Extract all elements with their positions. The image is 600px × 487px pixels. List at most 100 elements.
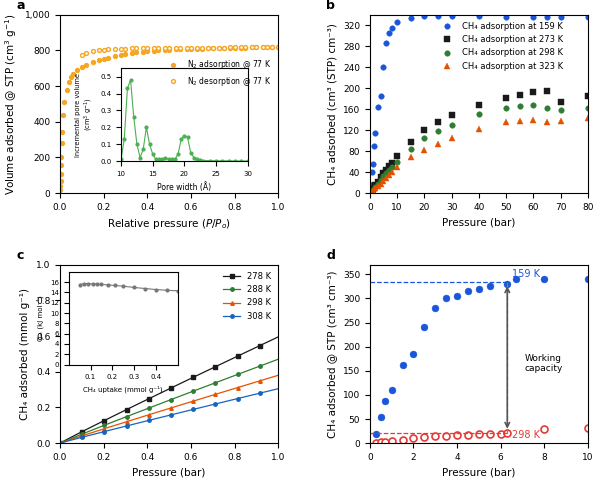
N$_2$ desorption @ 77 K <box>155 45 162 51</box>
N$_2$ desorption @ 77 K <box>205 45 212 51</box>
CH₄ adsorption at 323 K <box>374 184 382 189</box>
Line: CH₄ adsorption at 159 K: CH₄ adsorption at 159 K <box>368 13 591 193</box>
CH₄ adsorption at 273 K <box>421 127 428 133</box>
CH₄ adsorption at 323 K <box>557 118 565 124</box>
Line: CH₄ adsorption at 298 K: CH₄ adsorption at 298 K <box>368 102 591 195</box>
298 K <box>275 373 282 378</box>
N$_2$ desorption @ 77 K <box>198 45 205 51</box>
CH₄ adsorption at 273 K <box>374 179 382 185</box>
CH₄ adsorption at 159 K <box>377 93 385 99</box>
N$_2$ desorption @ 77 K <box>231 44 238 50</box>
308 K <box>56 440 64 446</box>
N$_2$ desorption @ 77 K <box>227 44 234 50</box>
288 K <box>112 418 119 424</box>
CH₄ adsorption at 298 K <box>368 188 376 194</box>
X-axis label: Pressure (bar): Pressure (bar) <box>442 218 515 227</box>
CH₄ adsorption at 323 K <box>475 126 482 132</box>
CH₄ adsorption at 159 K <box>503 14 510 19</box>
288 K <box>275 356 282 362</box>
308 K <box>94 431 101 436</box>
N$_2$ desorption @ 77 K <box>215 45 223 51</box>
Y-axis label: CH₄ adsorbed (mmol g⁻¹): CH₄ adsorbed (mmol g⁻¹) <box>20 288 31 420</box>
N$_2$ desorption @ 77 K <box>100 47 107 53</box>
N$_2$ desorption @ 77 K <box>194 45 201 51</box>
CH₄ adsorption at 159 K <box>434 13 442 19</box>
CH₄ adsorption at 323 K <box>530 117 537 123</box>
Line: 288 K: 288 K <box>58 357 280 445</box>
CH₄ adsorption at 298 K <box>434 128 442 134</box>
N$_2$ desorption @ 77 K <box>259 44 266 50</box>
CH₄ adsorption at 323 K <box>407 154 415 160</box>
Y-axis label: Volume adsorbed @ STP (cm$^3$ g$^{-1}$): Volume adsorbed @ STP (cm$^3$ g$^{-1}$) <box>3 13 19 195</box>
CH₄ adsorption at 273 K <box>368 188 375 194</box>
CH₄ adsorption at 298 K <box>369 187 376 193</box>
CH₄ adsorption at 273 K <box>544 88 551 94</box>
N$_2$ desorption @ 77 K <box>122 46 129 52</box>
CH₄ adsorption at 298 K <box>377 177 385 183</box>
298 K <box>112 422 119 428</box>
278 K <box>56 440 64 446</box>
CH₄ adsorption at 298 K <box>516 103 523 109</box>
CH₄ adsorption at 323 K <box>371 186 379 191</box>
N$_2$ desorption @ 77 K <box>104 46 112 52</box>
N$_2$ desorption @ 77 K <box>242 44 249 50</box>
CH₄ adsorption at 159 K <box>448 13 455 19</box>
CH₄ adsorption at 159 K <box>394 19 401 25</box>
278 K <box>275 334 282 340</box>
Text: c: c <box>16 249 24 262</box>
N$_2$ adsorption @ 77 K <box>58 163 65 169</box>
CH₄ adsorption at 298 K <box>448 122 455 128</box>
CH₄ adsorption at 323 K <box>421 147 428 153</box>
CH₄ adsorption at 323 K <box>368 188 376 194</box>
CH₄ adsorption at 273 K <box>434 119 442 125</box>
CH₄ adsorption at 298 K <box>380 173 387 179</box>
CH₄ adsorption at 273 K <box>557 99 565 105</box>
308 K <box>119 424 127 430</box>
CH₄ adsorption at 273 K <box>584 93 592 99</box>
308 K <box>112 426 119 431</box>
CH₄ adsorption at 298 K <box>421 135 428 141</box>
278 K <box>193 373 200 378</box>
X-axis label: Relative pressure ($P$/$P_o$): Relative pressure ($P$/$P_o$) <box>107 218 231 231</box>
N$_2$ adsorption @ 77 K <box>263 44 271 50</box>
N$_2$ desorption @ 77 K <box>166 45 173 51</box>
288 K <box>119 415 127 421</box>
298 K <box>94 428 101 434</box>
278 K <box>130 403 137 409</box>
N$_2$ desorption @ 77 K <box>220 45 227 51</box>
CH₄ adsorption at 273 K <box>380 170 387 176</box>
298 K <box>56 440 64 446</box>
N$_2$ adsorption @ 77 K <box>56 187 64 193</box>
N$_2$ desorption @ 77 K <box>78 52 85 58</box>
CH₄ adsorption at 159 K <box>369 161 376 167</box>
N$_2$ adsorption @ 77 K <box>128 50 136 56</box>
N$_2$ desorption @ 77 K <box>187 45 194 51</box>
CH₄ adsorption at 323 K <box>377 181 385 187</box>
N$_2$ desorption @ 77 K <box>238 44 245 50</box>
298 K <box>127 418 134 424</box>
N$_2$ desorption @ 77 K <box>275 44 282 50</box>
N$_2$ desorption @ 77 K <box>118 46 125 52</box>
X-axis label: Pressure (bar): Pressure (bar) <box>133 468 206 477</box>
N$_2$ desorption @ 77 K <box>139 45 146 51</box>
CH₄ adsorption at 298 K <box>503 105 510 111</box>
CH₄ adsorption at 323 K <box>367 190 374 196</box>
CH₄ adsorption at 159 K <box>380 64 387 70</box>
CH₄ adsorption at 159 K <box>544 14 551 20</box>
CH₄ adsorption at 298 K <box>394 159 401 165</box>
CH₄ adsorption at 298 K <box>557 107 565 113</box>
CH₄ adsorption at 273 K <box>383 167 390 172</box>
CH₄ adsorption at 298 K <box>368 189 375 195</box>
CH₄ adsorption at 159 K <box>388 25 395 31</box>
CH₄ adsorption at 323 K <box>434 141 442 147</box>
N$_2$ desorption @ 77 K <box>248 44 256 50</box>
N$_2$ desorption @ 77 K <box>268 44 275 50</box>
CH₄ adsorption at 323 K <box>388 169 395 175</box>
Text: a: a <box>16 0 25 12</box>
Line: 308 K: 308 K <box>58 387 280 445</box>
CH₄ adsorption at 159 K <box>383 40 390 46</box>
308 K <box>127 422 134 428</box>
N$_2$ desorption @ 77 K <box>83 50 90 56</box>
288 K <box>56 440 64 446</box>
308 K <box>130 421 137 427</box>
